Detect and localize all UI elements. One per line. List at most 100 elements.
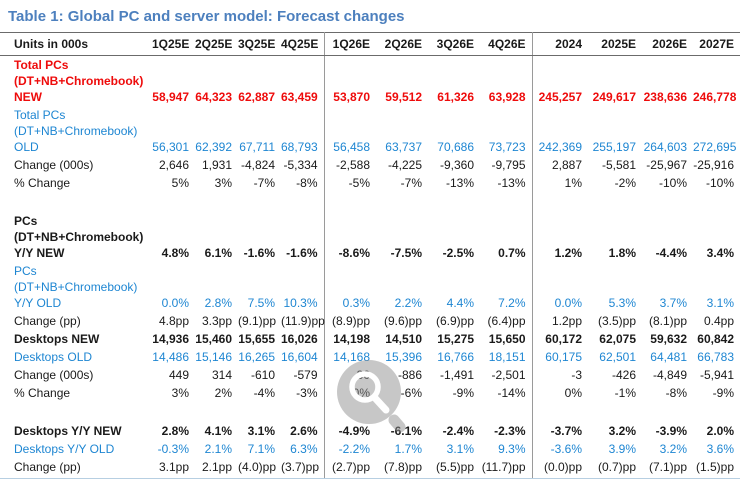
value-cell: -13% — [445, 176, 474, 190]
value-cell: 16,265 — [238, 350, 275, 364]
column-header: 3Q25E — [238, 32, 281, 56]
value-cell: 0.4pp — [703, 314, 734, 328]
table-row: Desktops OLD 14,486 15,146 16,265 16,604 14,1… — [0, 348, 740, 366]
forecast-table-wrapper: Units in 000s 1Q25E 2Q25E 3Q25E 4Q25E 1Q26E 2… — [0, 32, 740, 479]
value-cell: 3.1pp — [158, 460, 189, 474]
value-cell: -1,491 — [439, 368, 474, 382]
value-cell: 15,275 — [437, 332, 474, 346]
table-row: % Change 3% 2% -4% -3% 0% -6% -9% -14% 0% -1% -8% -9… — [0, 384, 740, 402]
row-label: Change (000s) — [14, 158, 94, 172]
value-cell: (11.7)pp — [480, 458, 533, 478]
table-row: Total PCs (DT+NB+Chromebook) NEW 58,947 64,3… — [0, 55, 740, 106]
value-cell: -3 — [571, 368, 582, 382]
value-cell: 14,510 — [385, 332, 422, 346]
value-cell: (6.9)pp — [435, 314, 474, 328]
value-cell: -13% — [480, 174, 533, 192]
value-cell: (3.7)pp — [281, 458, 325, 478]
value-cell: -3.6% — [550, 442, 582, 456]
value-cell: 2,887 — [551, 158, 582, 172]
value-cell: 7.1% — [247, 442, 275, 456]
value-cell: 68,793 — [281, 106, 325, 156]
header-row: Units in 000s 1Q25E 2Q25E 3Q25E 4Q25E 1Q26E 2… — [0, 32, 740, 56]
value-cell: 2% — [214, 386, 232, 400]
value-cell: -14% — [480, 384, 533, 402]
value-cell: 4.1% — [204, 424, 232, 438]
value-cell: 0.7% — [480, 212, 533, 262]
value-cell: -1.6% — [281, 212, 325, 262]
value-cell: -4.4% — [655, 246, 687, 260]
value-cell: 15,460 — [195, 332, 232, 346]
column-header: 4Q25E — [281, 32, 325, 56]
value-cell: -7% — [253, 176, 275, 190]
value-cell: 2.8% — [161, 424, 189, 438]
value-cell: 15,146 — [195, 350, 232, 364]
value-cell: 4.8% — [161, 246, 189, 260]
value-cell: 16,604 — [281, 348, 325, 366]
spacer-row — [0, 402, 740, 422]
spacer-row — [0, 192, 740, 212]
value-cell: 6.3% — [281, 440, 325, 458]
value-cell: -610 — [250, 368, 275, 382]
column-header: 2025E — [588, 32, 642, 56]
value-cell — [195, 192, 238, 212]
value-cell: 14,168 — [333, 350, 370, 364]
value-cell: 0.0% — [161, 296, 189, 310]
value-cell: 14,486 — [152, 350, 189, 364]
value-cell: 0.0% — [554, 296, 582, 310]
value-cell: 255,197 — [592, 140, 636, 154]
value-cell: -10% — [658, 176, 687, 190]
value-cell: 1.7% — [394, 442, 422, 456]
value-cell: -7.5% — [390, 246, 422, 260]
value-cell: 5% — [171, 176, 189, 190]
value-cell — [281, 192, 325, 212]
value-cell: 53,870 — [333, 90, 370, 104]
value-cell: 0% — [352, 386, 370, 400]
table-row: Desktops Y/Y NEW 2.8% 4.1% 3.1% 2.6% -4.9% -6.… — [0, 422, 740, 440]
value-cell: (4.0)pp — [238, 460, 277, 474]
value-cell: 30 — [356, 368, 370, 382]
value-cell: (9.6)pp — [383, 314, 422, 328]
value-cell: -0.3% — [157, 442, 189, 456]
value-cell: 70,686 — [437, 140, 474, 154]
value-cell: 2.0% — [706, 424, 734, 438]
value-cell: 66,783 — [697, 350, 734, 364]
value-cell: 3.2% — [659, 442, 687, 456]
value-cell: -7% — [400, 176, 422, 190]
value-cell — [238, 192, 281, 212]
value-cell — [428, 192, 480, 212]
value-cell: -1.6% — [243, 246, 275, 260]
value-cell: 56,301 — [152, 140, 189, 154]
value-cell: -2,588 — [335, 158, 370, 172]
column-header: 2Q26E — [376, 32, 428, 56]
value-cell: -3.7% — [550, 424, 582, 438]
column-header: 2027E — [693, 32, 740, 56]
value-cell: -426 — [611, 368, 636, 382]
value-cell: -2.4% — [442, 424, 474, 438]
value-cell: 15,650 — [480, 330, 533, 348]
value-cell: -8.6% — [338, 246, 370, 260]
value-cell: 62,501 — [599, 350, 636, 364]
value-cell — [376, 402, 428, 422]
value-cell: 3% — [171, 386, 189, 400]
row-label: Total PCs (DT+NB+Chromebook) NEW — [14, 58, 144, 104]
value-cell: -4,824 — [240, 158, 275, 172]
value-cell: 449 — [168, 368, 189, 382]
row-label — [0, 192, 152, 212]
table-row: PCs (DT+NB+Chromebook) Y/Y OLD 0.0% 2.8% 7.5%… — [0, 262, 740, 312]
value-cell — [152, 402, 195, 422]
value-cell: 249,617 — [592, 90, 636, 104]
value-cell — [532, 402, 588, 422]
value-cell — [588, 192, 642, 212]
value-cell: 2.6% — [281, 422, 325, 440]
value-cell — [693, 192, 740, 212]
value-cell: 15,655 — [238, 332, 275, 346]
value-cell: 59,512 — [385, 90, 422, 104]
row-label: % Change — [14, 386, 71, 400]
value-cell: -5,581 — [601, 158, 636, 172]
value-cell: (0.7)pp — [597, 460, 636, 474]
value-cell — [642, 402, 693, 422]
value-cell — [152, 192, 195, 212]
table-row: Change (pp) 3.1pp 2.1pp (4.0)pp (3.7)pp (2.7)… — [0, 458, 740, 478]
value-cell: 2.1pp — [201, 460, 232, 474]
row-label: PCs (DT+NB+Chromebook) Y/Y OLD — [14, 264, 138, 310]
